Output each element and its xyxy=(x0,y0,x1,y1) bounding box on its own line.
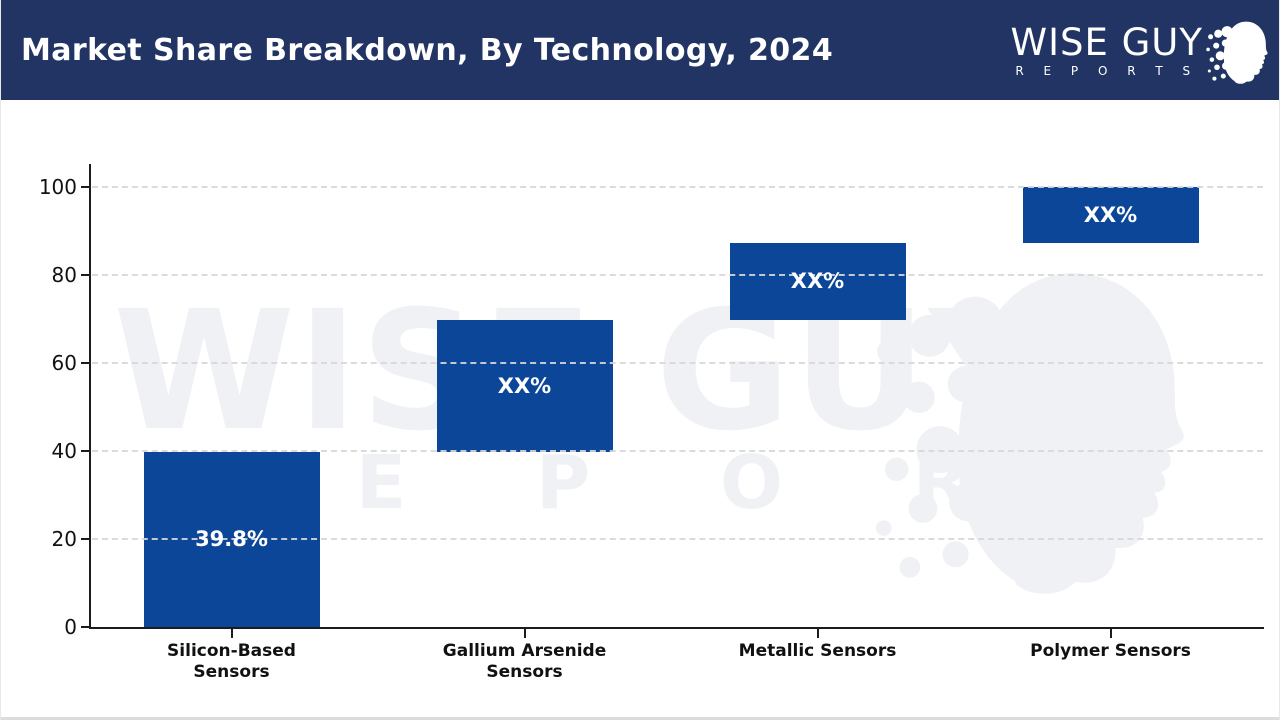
x-axis-line xyxy=(89,627,1264,629)
bar-value-label: XX% xyxy=(790,269,845,294)
y-tick-40 xyxy=(81,449,90,452)
y-tick-0 xyxy=(81,626,90,628)
y-tick-100 xyxy=(81,185,90,188)
bar-segment[interactable] xyxy=(729,242,906,320)
gridline-40 xyxy=(92,449,1263,452)
bar-value-label: XX% xyxy=(497,373,552,398)
gridline-60 xyxy=(92,361,1263,364)
watermark-face-icon xyxy=(868,273,1184,594)
y-axis-line xyxy=(89,164,91,629)
x-tick xyxy=(1109,629,1112,638)
x-category-label: Gallium Arsenide Sensors xyxy=(442,641,607,683)
logo-wordmark: WISE GUY xyxy=(1010,21,1203,64)
y-tick-80 xyxy=(81,273,90,276)
y-tick-label-60: 60 xyxy=(51,350,77,375)
gridline-20 xyxy=(92,537,1263,540)
y-tick-label-80: 80 xyxy=(51,262,77,287)
logo-text: WISE GUY R E P O R T S xyxy=(1011,24,1203,78)
x-tick xyxy=(230,629,233,638)
footer-divider xyxy=(1,717,1279,720)
wise-guy-reports-logo: WISE GUY R E P O R T S xyxy=(1009,8,1269,94)
logo-subtitle: R E P O R T S xyxy=(1015,64,1199,78)
x-category-label: Silicon-Based Sensors xyxy=(167,641,296,683)
y-tick-label-40: 40 xyxy=(51,438,77,463)
y-tick-60 xyxy=(81,361,90,364)
x-tick xyxy=(523,629,526,638)
chart-title: Market Share Breakdown, By Technology, 2… xyxy=(21,32,834,68)
chart-canvas: WISE GUY R E P O R T S 0 20 40 60 80 100 39.8%… xyxy=(1,100,1279,720)
x-category-label: Polymer Sensors xyxy=(1030,641,1191,661)
header-bar: Market Share Breakdown, By Technology, 2… xyxy=(1,0,1279,100)
y-tick-label-20: 20 xyxy=(51,526,77,551)
y-tick-20 xyxy=(81,537,90,540)
logo-face-icon xyxy=(1206,21,1268,84)
gridline-100 xyxy=(92,185,1263,188)
gridline-80 xyxy=(92,273,1263,276)
bar-value-label: 39.8% xyxy=(195,527,268,552)
bar-segment[interactable] xyxy=(1022,187,1199,243)
bar-segment[interactable] xyxy=(436,319,613,452)
bar-value-label: XX% xyxy=(1083,203,1138,227)
x-tick xyxy=(816,629,819,638)
x-category-label: Metallic Sensors xyxy=(738,641,897,661)
y-tick-label-100: 100 xyxy=(38,174,77,199)
y-tick-label-0: 0 xyxy=(64,615,77,639)
